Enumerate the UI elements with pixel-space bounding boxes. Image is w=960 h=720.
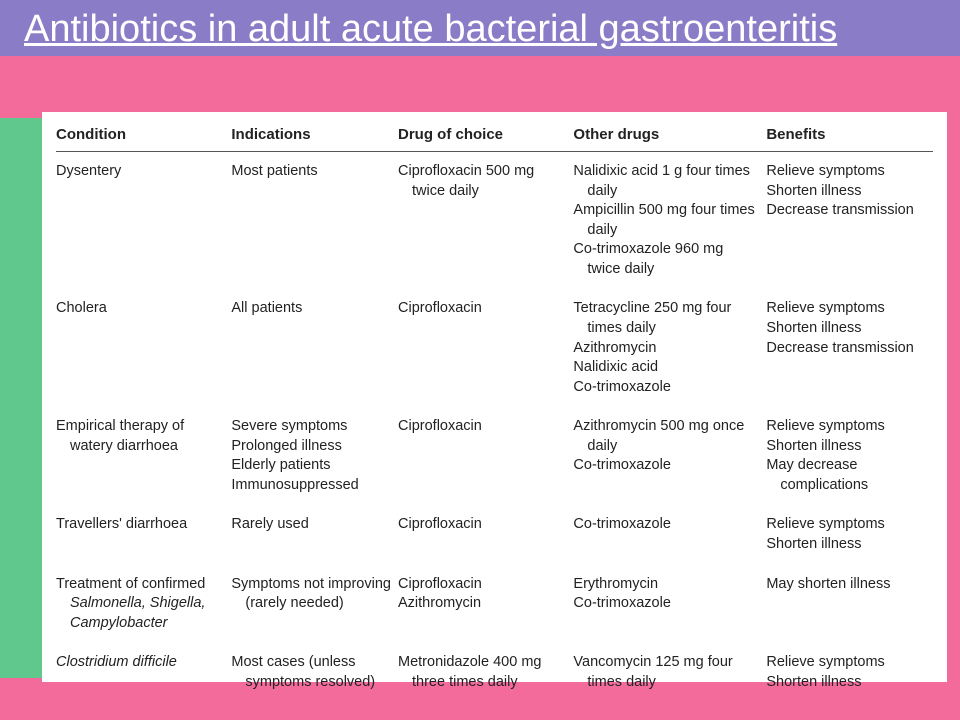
cell-benefits: Relieve symptomsShorten illness — [766, 643, 933, 702]
col-condition: Condition — [56, 122, 231, 152]
cell-indications-text: Most cases (unless symptoms resolved) — [231, 653, 392, 692]
table-header-row: Condition Indications Drug of choice Oth… — [56, 122, 933, 152]
cell-benefits-text: May decrease complications — [766, 456, 927, 495]
cell-other-drugs: Nalidixic acid 1 g four times dailyAmpic… — [573, 152, 766, 290]
cell-other-drugs: ErythromycinCo-trimoxazole — [573, 565, 766, 644]
cell-condition: Treatment of confirmed Salmonella, Shige… — [56, 565, 231, 644]
cell-other-drugs-text: Ampicillin 500 mg four times daily — [573, 201, 760, 240]
accent-sidebar — [0, 118, 42, 678]
cell-other-drugs: Tetracycline 250 mg four times dailyAzit… — [573, 289, 766, 407]
cell-drug-of-choice-text: Ciprofloxacin 500 mg twice daily — [398, 162, 567, 201]
cell-benefits-text: Relieve symptoms — [766, 653, 927, 673]
cell-condition: Empirical therapy of watery diarrhoea — [56, 407, 231, 505]
cell-drug-of-choice: CiprofloxacinAzithromycin — [398, 565, 573, 644]
table-row: Cholera All patients Ciprofloxacin Tetracyc… — [56, 289, 933, 407]
cell-indications-text: Immunosuppressed — [231, 476, 392, 496]
cell-indications-text: Elderly patients — [231, 456, 392, 476]
cell-other-drugs-text: Co-trimoxazole — [573, 378, 760, 398]
cell-benefits-text: Relieve symptoms — [766, 515, 927, 535]
cell-benefits: Relieve symptomsShorten illnessDecrease … — [766, 152, 933, 290]
cell-indications: Most cases (unless symptoms resolved) — [231, 643, 398, 702]
cell-condition: Travellers' diarrhoea — [56, 505, 231, 564]
cell-other-drugs-text: Azithromycin — [573, 339, 760, 359]
cell-benefits-text: Shorten illness — [766, 673, 927, 693]
cell-benefits: May shorten illness — [766, 565, 933, 644]
cell-drug-of-choice-text: Ciprofloxacin — [398, 417, 567, 437]
col-indications: Indications — [231, 122, 398, 152]
cell-indications: Most patients — [231, 152, 398, 290]
cell-condition-text: Empirical therapy of watery diarrhoea — [56, 417, 225, 456]
cell-drug-of-choice: Ciprofloxacin 500 mg twice daily — [398, 152, 573, 290]
col-drug-of-choice: Drug of choice — [398, 122, 573, 152]
table-row: Clostridium difficile Most cases (unless … — [56, 643, 933, 702]
cell-indications: Rarely used — [231, 505, 398, 564]
cell-benefits-text: Relieve symptoms — [766, 299, 927, 319]
cell-drug-of-choice: Ciprofloxacin — [398, 289, 573, 407]
cell-other-drugs-text: Nalidixic acid — [573, 358, 760, 378]
cell-condition-text: Travellers' diarrhoea — [56, 515, 225, 535]
cell-condition: Cholera — [56, 289, 231, 407]
table-row: Empirical therapy of watery diarrhoeaSev… — [56, 407, 933, 505]
antibiotics-table: Condition Indications Drug of choice Oth… — [56, 122, 933, 702]
cell-other-drugs-text: Co-trimoxazole — [573, 515, 760, 535]
table-row: Dysentery Most patients Ciprofloxacin 500 … — [56, 152, 933, 290]
cell-indications-text: All patients — [231, 299, 392, 319]
cell-other-drugs-text: Co-trimoxazole — [573, 594, 760, 614]
cell-drug-of-choice: Metronidazole 400 mg three times daily — [398, 643, 573, 702]
cell-drug-of-choice-text: Metronidazole 400 mg three times daily — [398, 653, 567, 692]
cell-indications: Symptoms not improving (rarely needed) — [231, 565, 398, 644]
cell-benefits-text: Shorten illness — [766, 535, 927, 555]
title-block: Antibiotics in adult acute bacterial gas… — [0, 0, 960, 56]
col-benefits: Benefits — [766, 122, 933, 152]
table-row: Treatment of confirmed Salmonella, Shige… — [56, 565, 933, 644]
cell-drug-of-choice-text: Ciprofloxacin — [398, 515, 567, 535]
cell-benefits: Relieve symptomsShorten illnessMay decre… — [766, 407, 933, 505]
cell-benefits-text: Decrease transmission — [766, 339, 927, 359]
cell-indications-text: Most patients — [231, 162, 392, 182]
cell-indications-text: Rarely used — [231, 515, 392, 535]
cell-other-drugs: Vancomycin 125 mg four times daily — [573, 643, 766, 702]
cell-other-drugs: Azithromycin 500 mg once dailyCo-trimoxa… — [573, 407, 766, 505]
cell-indications-text: Prolonged illness — [231, 437, 392, 457]
col-other-drugs: Other drugs — [573, 122, 766, 152]
cell-benefits: Relieve symptomsShorten illness — [766, 505, 933, 564]
cell-indications-text: Symptoms not improving (rarely needed) — [231, 575, 392, 614]
table-body: Dysentery Most patients Ciprofloxacin 500 … — [56, 152, 933, 703]
cell-benefits-text: Shorten illness — [766, 319, 927, 339]
cell-drug-of-choice-text: Azithromycin — [398, 594, 567, 614]
cell-drug-of-choice-text: Ciprofloxacin — [398, 299, 567, 319]
cell-condition-text: Cholera — [56, 299, 225, 319]
slide-title: Antibiotics in adult acute bacterial gas… — [24, 8, 936, 52]
cell-drug-of-choice: Ciprofloxacin — [398, 505, 573, 564]
cell-benefits-text: Shorten illness — [766, 437, 927, 457]
cell-other-drugs-text: Co-trimoxazole — [573, 456, 760, 476]
cell-condition: Clostridium difficile — [56, 643, 231, 702]
table-container: Condition Indications Drug of choice Oth… — [42, 112, 947, 682]
cell-other-drugs-text: Nalidixic acid 1 g four times daily — [573, 162, 760, 201]
cell-other-drugs-text: Tetracycline 250 mg four times daily — [573, 299, 760, 338]
cell-condition: Dysentery — [56, 152, 231, 290]
cell-other-drugs-text: Vancomycin 125 mg four times daily — [573, 653, 760, 692]
cell-benefits-text: Decrease transmission — [766, 201, 927, 221]
cell-benefits: Relieve symptomsShorten illnessDecrease … — [766, 289, 933, 407]
table-row: Travellers' diarrhoea Rarely used Ciproflo… — [56, 505, 933, 564]
cell-drug-of-choice: Ciprofloxacin — [398, 407, 573, 505]
cell-condition-text: Clostridium difficile — [56, 653, 225, 673]
cell-indications: Severe symptomsProlonged illnessElderly … — [231, 407, 398, 505]
cell-condition-text: Treatment of confirmed Salmonella, Shige… — [56, 575, 225, 634]
cell-benefits-text: Relieve symptoms — [766, 162, 927, 182]
cell-other-drugs: Co-trimoxazole — [573, 505, 766, 564]
cell-benefits-text: May shorten illness — [766, 575, 927, 595]
cell-benefits-text: Shorten illness — [766, 182, 927, 202]
cell-condition-text: Dysentery — [56, 162, 225, 182]
cell-other-drugs-text: Azithromycin 500 mg once daily — [573, 417, 760, 456]
cell-indications: All patients — [231, 289, 398, 407]
cell-indications-text: Severe symptoms — [231, 417, 392, 437]
cell-drug-of-choice-text: Ciprofloxacin — [398, 575, 567, 595]
cell-other-drugs-text: Co-trimoxazole 960 mg twice daily — [573, 240, 760, 279]
cell-other-drugs-text: Erythromycin — [573, 575, 760, 595]
cell-benefits-text: Relieve symptoms — [766, 417, 927, 437]
